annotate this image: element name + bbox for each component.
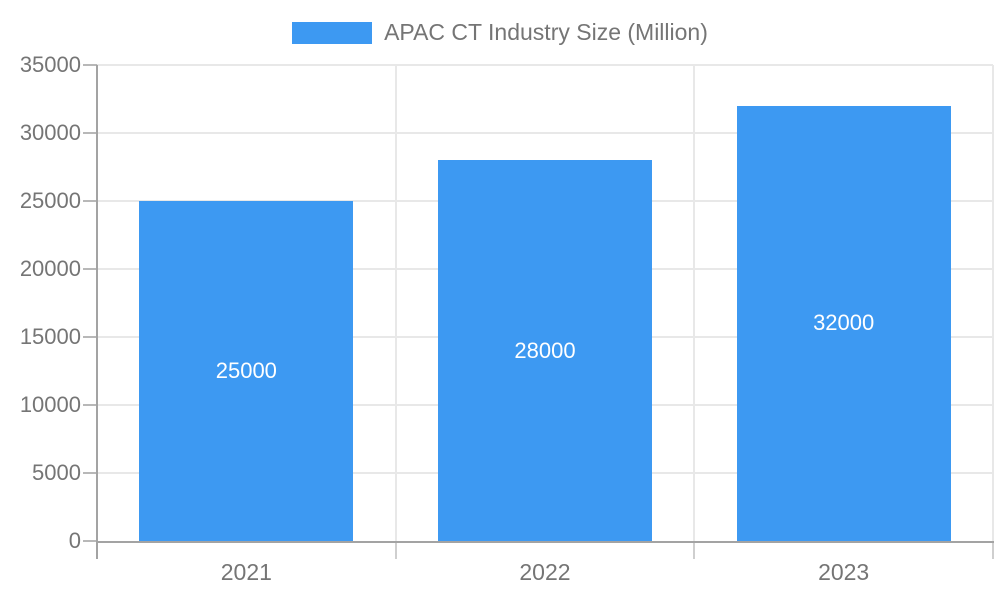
y-axis-tick-label: 25000 (19, 188, 81, 213)
y-axis-tick-label: 0 (68, 528, 81, 553)
y-axis-tick (83, 132, 97, 134)
y-gridline (97, 64, 993, 66)
chart-legend[interactable]: APAC CT Industry Size (Million) (0, 19, 1000, 46)
legend-series-label: APAC CT Industry Size (Million) (384, 19, 708, 45)
y-axis-tick-label: 15000 (19, 324, 81, 349)
y-gridline (97, 132, 993, 134)
y-axis-tick-label: 10000 (19, 392, 81, 417)
y-axis-tick (83, 336, 97, 338)
category-separator-gridline (394, 65, 397, 541)
y-axis-tick (83, 200, 97, 202)
x-axis-category-label: 2021 (220, 559, 272, 585)
bar-value-label: 25000 (215, 358, 277, 383)
x-axis-tick (992, 543, 994, 559)
y-axis-tick (83, 540, 97, 542)
y-axis-tick (83, 472, 97, 474)
bar-value-label: 28000 (514, 337, 576, 363)
x-axis-tick (394, 543, 397, 559)
category-separator-gridline (693, 65, 696, 541)
x-axis-line (96, 541, 994, 543)
bar-2021[interactable] (139, 201, 354, 541)
legend-swatch-icon (292, 21, 373, 44)
y-axis-tick-label: 35000 (19, 52, 81, 77)
bar-2023[interactable] (736, 105, 951, 541)
y-axis-tick-label: 30000 (19, 120, 81, 145)
plot-right-border (992, 65, 994, 541)
y-axis-tick (83, 404, 97, 406)
bar-2022[interactable] (438, 160, 652, 541)
y-axis-tick-label: 5000 (32, 460, 81, 485)
y-axis-tick (83, 64, 97, 66)
y-axis-tick-label: 20000 (19, 256, 81, 281)
y-axis-tick (83, 268, 97, 270)
y-axis-line (96, 65, 98, 559)
x-axis-category-label: 2022 (519, 559, 571, 585)
bar-value-label: 32000 (813, 310, 875, 336)
x-axis-category-label: 2023 (818, 559, 870, 585)
x-axis-tick (693, 543, 696, 559)
